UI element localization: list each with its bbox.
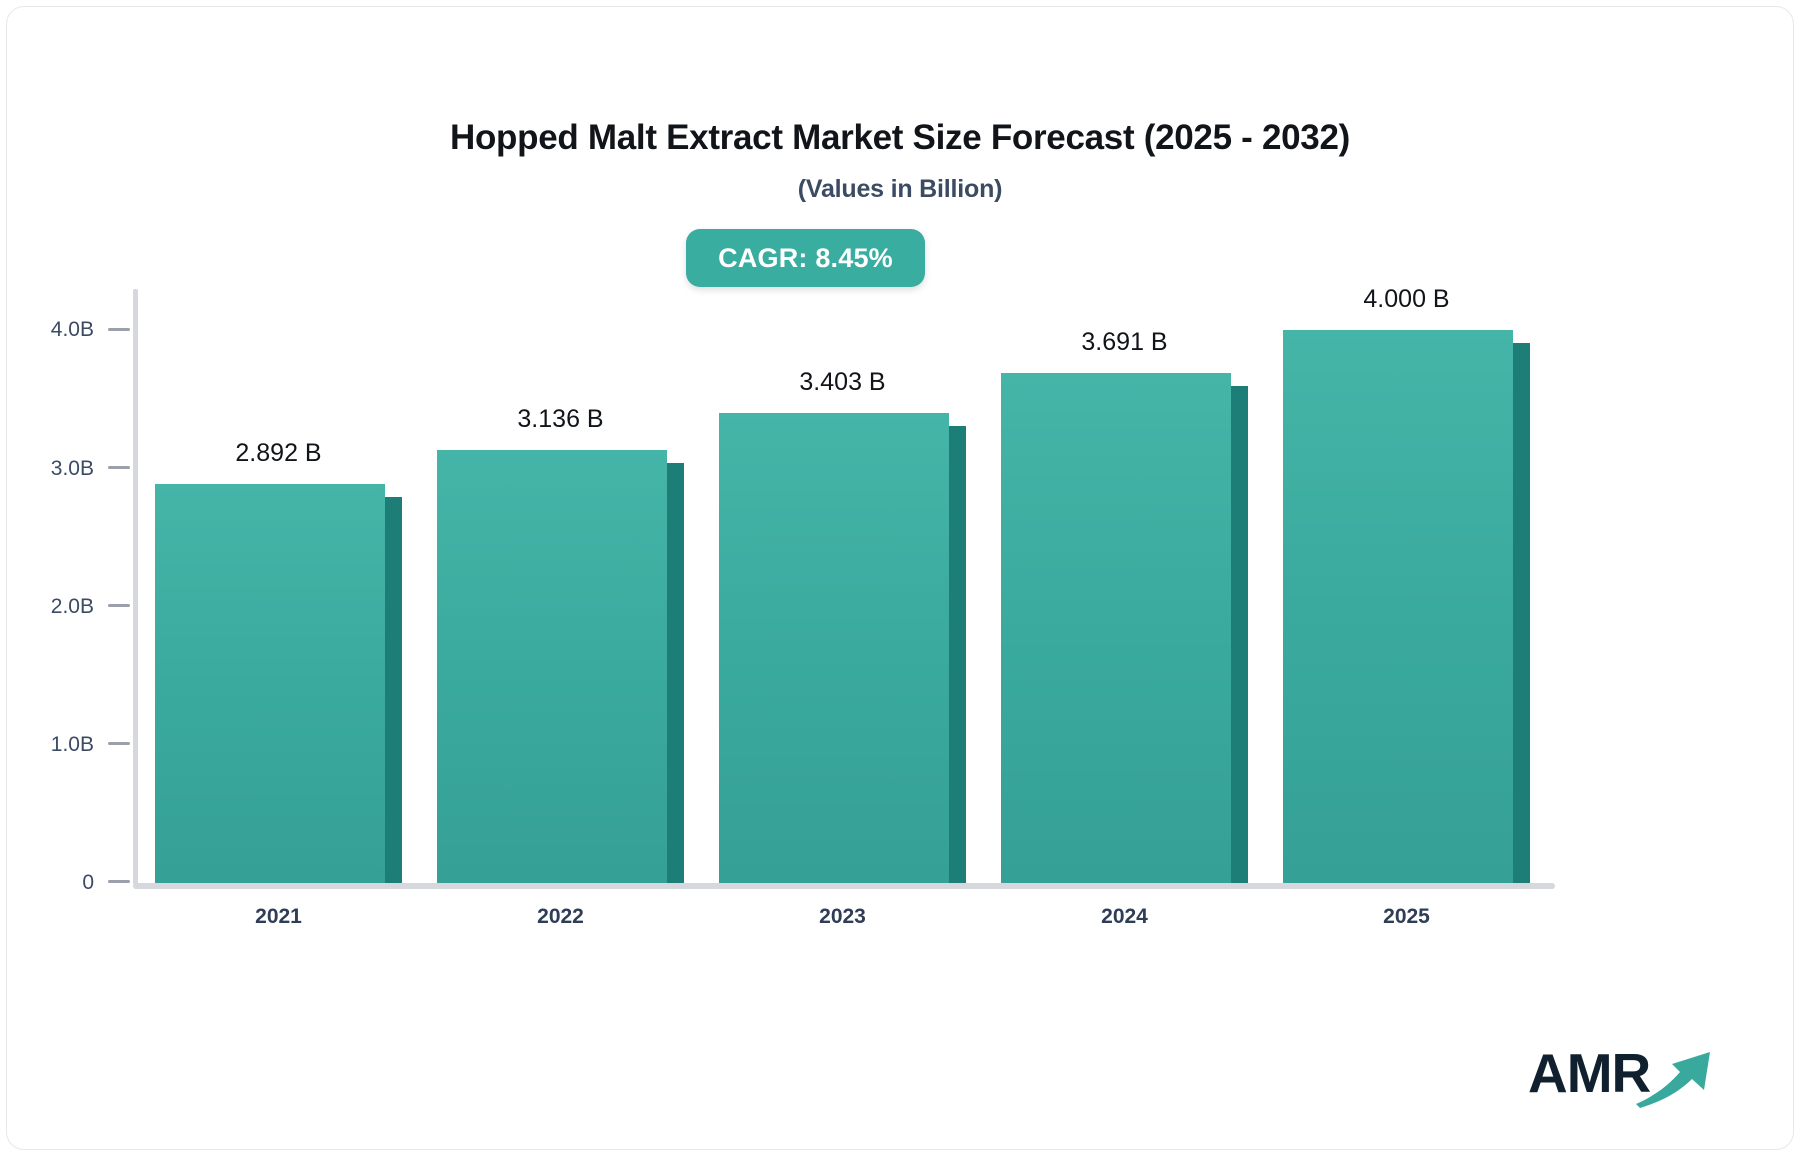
logo-text: AMR [1528, 1042, 1651, 1104]
y-axis-tick-mark [108, 742, 130, 746]
x-axis-label: 2021 [255, 905, 302, 928]
bar-front-face [155, 483, 385, 883]
y-axis-tick-mark [108, 466, 130, 470]
y-axis-tick-label: 4.0B [50, 318, 94, 342]
bar-value-label: 3.403 B [799, 367, 886, 396]
y-axis-line [133, 289, 138, 885]
bar [155, 483, 402, 883]
bar [1283, 330, 1530, 883]
x-axis-label: 2022 [537, 905, 584, 928]
y-axis-tick-mark [108, 880, 130, 884]
chart-subtitle: (Values in Billion) [797, 175, 1003, 203]
bar-side-face [385, 496, 402, 883]
y-axis-tick: 1.0B [10, 733, 130, 757]
amr-logo: AMR [1528, 1036, 1718, 1118]
y-axis-tick: 0 [10, 871, 130, 895]
y-axis-tick-label: 0 [82, 871, 94, 894]
trend-up-arrow-icon [1636, 1052, 1710, 1108]
y-axis-tick-label: 1.0B [50, 732, 94, 756]
bar-side-face [667, 462, 684, 883]
bar-front-face [437, 449, 667, 883]
y-axis-tick-label: 2.0B [50, 594, 94, 618]
bar [1001, 373, 1248, 883]
cagr-badge: CAGR: 8.45% [686, 229, 925, 287]
bar-front-face [1001, 373, 1231, 883]
plot-area [133, 289, 1543, 883]
y-axis-tick: 3.0B [10, 457, 130, 481]
x-axis-label: 2024 [1101, 905, 1148, 928]
x-axis-label: 2025 [1383, 905, 1430, 928]
y-axis-tick-mark [108, 327, 130, 331]
x-axis-label: 2023 [819, 905, 866, 928]
bar-value-label: 3.691 B [1081, 328, 1168, 357]
chart-title: Hopped Malt Extract Market Size Forecast… [450, 118, 1350, 157]
bar-value-label: 2.892 B [235, 438, 322, 467]
bar-side-face [1231, 386, 1248, 883]
bar-front-face [1283, 330, 1513, 883]
y-axis-tick-label: 3.0B [50, 456, 94, 480]
y-axis-tick-mark [108, 604, 130, 608]
y-axis-tick: 4.0B [10, 318, 130, 342]
bar-front-face [719, 412, 949, 883]
x-axis-line [133, 883, 1555, 889]
bar-value-label: 4.000 B [1363, 285, 1450, 314]
bar-side-face [949, 425, 966, 883]
y-axis-tick: 2.0B [10, 595, 130, 619]
bar [437, 449, 684, 883]
bar-value-label: 3.136 B [517, 404, 604, 433]
bar-side-face [1513, 343, 1530, 883]
bar [719, 412, 966, 883]
